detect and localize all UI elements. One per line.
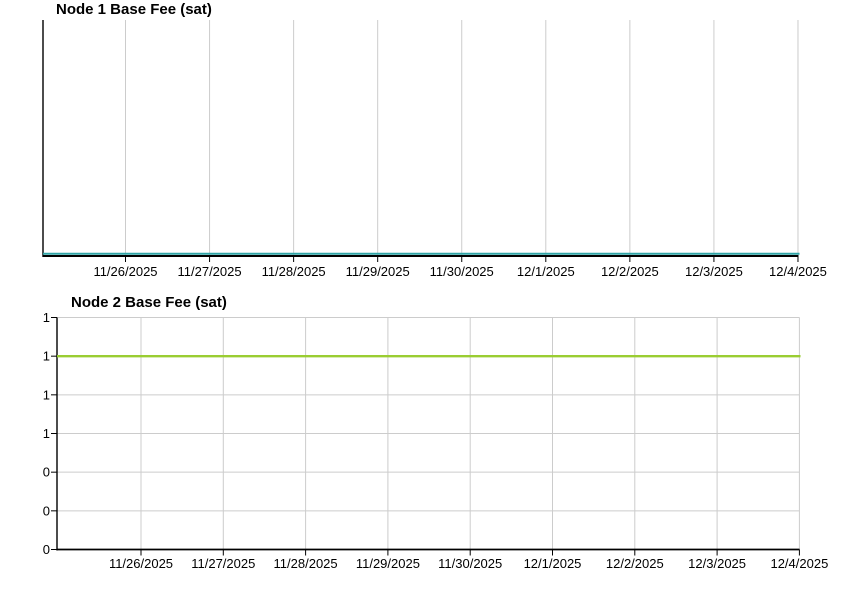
- y-tick-label: 1: [43, 387, 50, 402]
- x-tick-label: 11/27/2025: [178, 264, 242, 279]
- x-tick-label: 11/26/2025: [93, 264, 157, 279]
- y-tick-label: 1: [43, 349, 50, 364]
- y-tick-label: 1: [43, 426, 50, 441]
- x-tick-label: 12/2/2025: [606, 556, 664, 571]
- x-tick-label: 11/28/2025: [274, 556, 338, 571]
- y-tick-label: 0: [43, 503, 50, 518]
- node2-chart-title: Node 2 Base Fee (sat): [71, 294, 227, 311]
- x-tick-label: 12/1/2025: [517, 264, 575, 279]
- x-tick-label: 11/30/2025: [438, 556, 502, 571]
- x-tick-label: 12/1/2025: [524, 556, 582, 571]
- y-tick-label: 0: [43, 465, 50, 480]
- x-tick-label: 11/26/2025: [109, 556, 173, 571]
- x-tick-label: 11/29/2025: [346, 264, 410, 279]
- x-tick-label: 11/29/2025: [356, 556, 420, 571]
- y-tick-label: 1: [43, 310, 50, 325]
- x-tick-label: 11/30/2025: [430, 264, 494, 279]
- x-tick-label: 12/3/2025: [688, 556, 746, 571]
- x-tick-label: 11/28/2025: [262, 264, 326, 279]
- x-tick-label: 12/4/2025: [769, 264, 827, 279]
- y-tick-label: 0: [43, 542, 50, 557]
- x-tick-label: 12/2/2025: [601, 264, 659, 279]
- node1-chart-title: Node 1 Base Fee (sat): [56, 1, 212, 18]
- x-tick-label: 12/3/2025: [685, 264, 743, 279]
- x-tick-label: 11/27/2025: [191, 556, 255, 571]
- x-tick-label: 12/4/2025: [770, 556, 828, 571]
